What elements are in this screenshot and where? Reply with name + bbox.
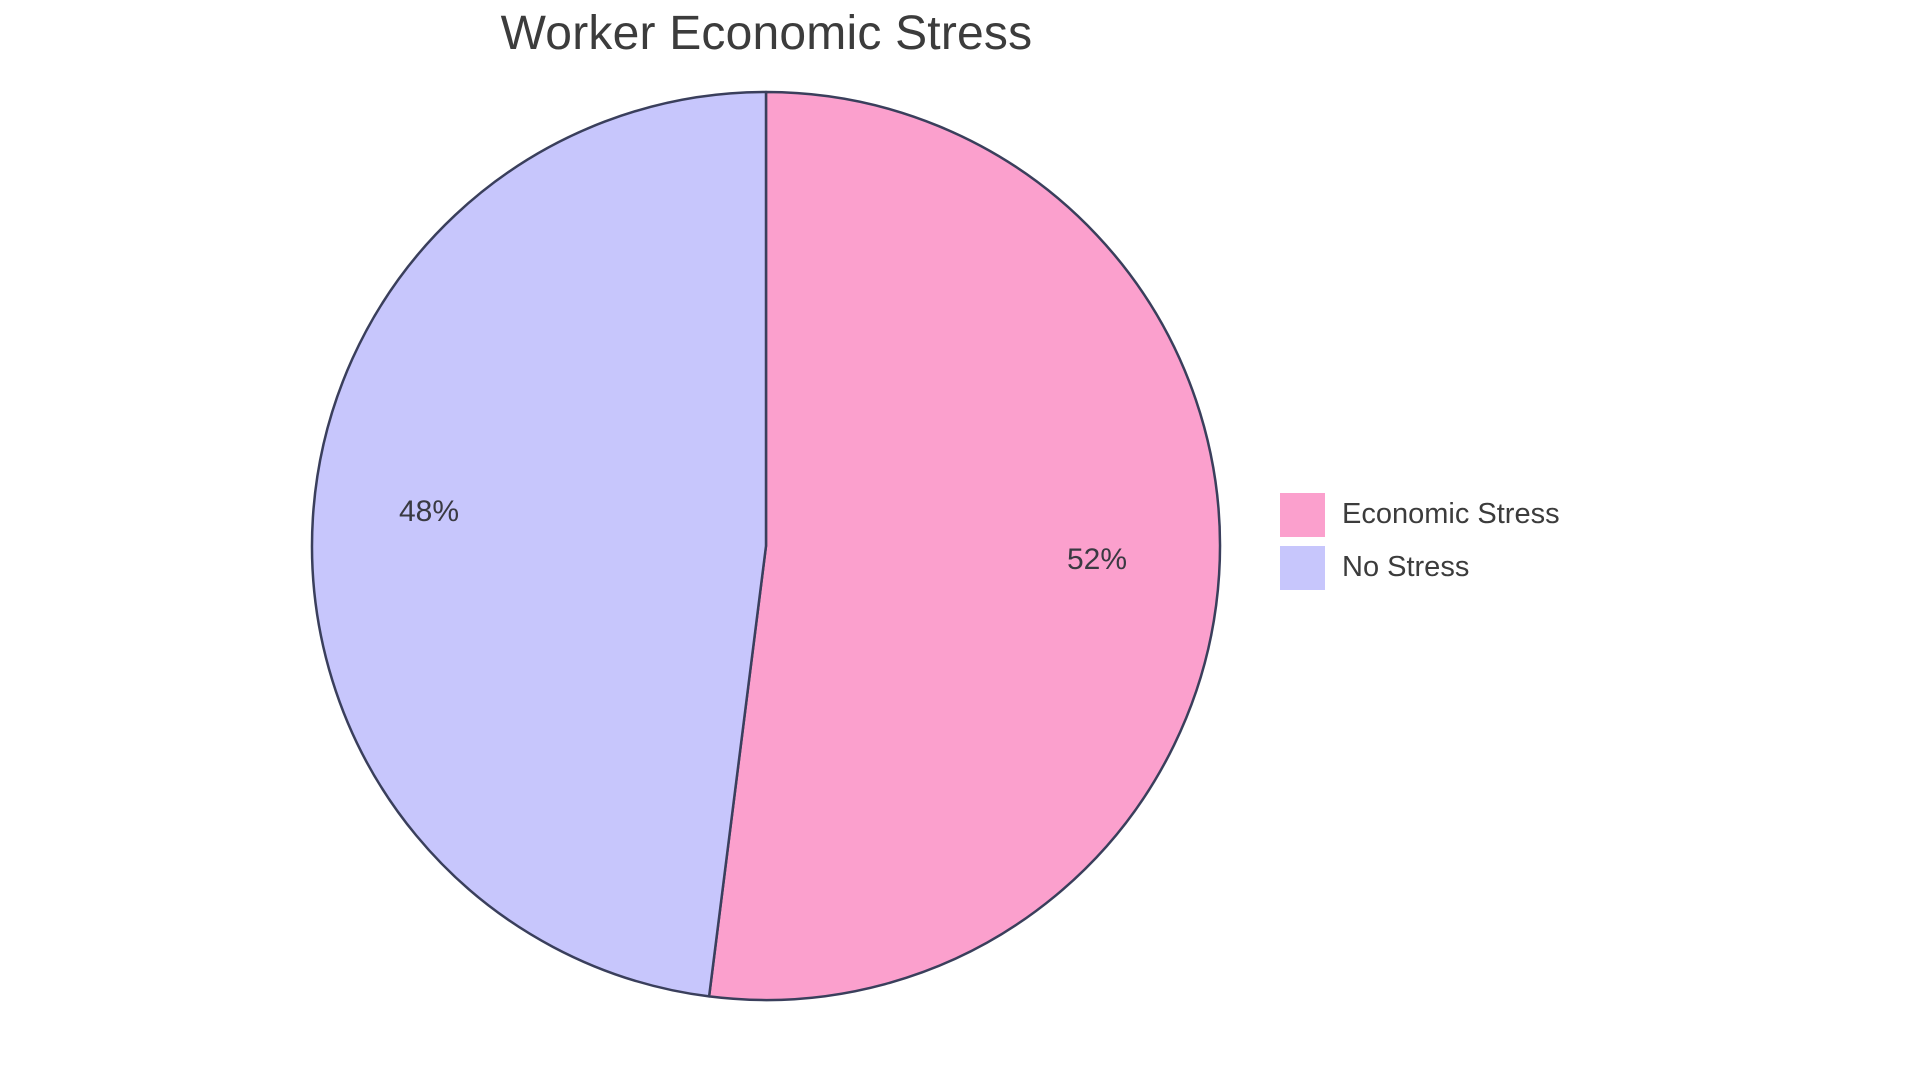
legend-swatch-economic-stress — [1280, 492, 1325, 537]
legend-swatch-no-stress — [1280, 545, 1325, 590]
pie-slice-label-no-stress: 48% — [398, 495, 460, 528]
legend-label-no-stress: No Stress — [1342, 551, 1470, 583]
page-title: Worker Economic Stress — [500, 7, 1033, 60]
legend-item-economic-stress[interactable]: Economic Stress — [1280, 488, 1560, 541]
legend-label-economic-stress: Economic Stress — [1342, 498, 1560, 530]
chart-legend: Economic Stress No Stress — [1280, 488, 1560, 594]
pie-slice-no-stress[interactable] — [310, 90, 768, 998]
pie-slice-economic-stress[interactable] — [707, 90, 1222, 1002]
pie-slice-label-economic-stress: 52% — [1066, 543, 1128, 576]
pie-slice-group — [310, 90, 1222, 1002]
legend-item-no-stress[interactable]: No Stress — [1280, 541, 1560, 594]
